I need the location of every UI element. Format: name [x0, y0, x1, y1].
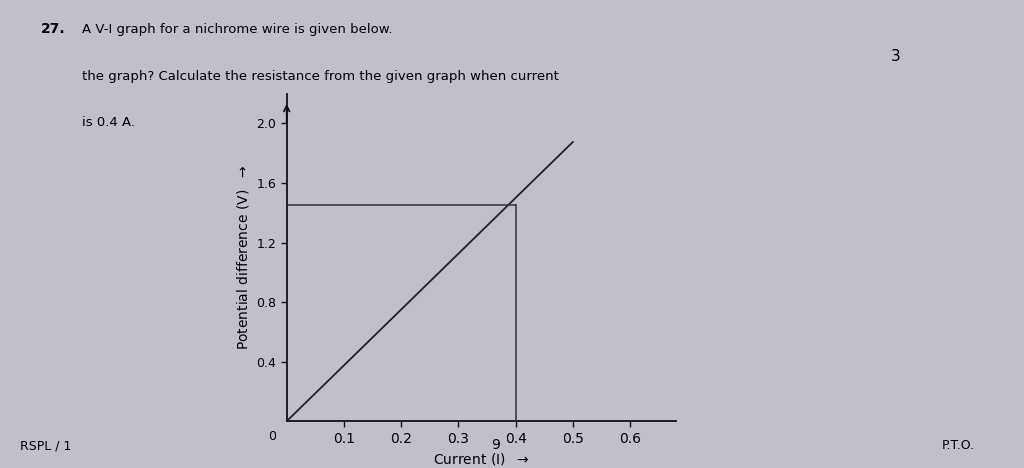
Text: 9: 9 [492, 438, 501, 452]
Text: P.T.O.: P.T.O. [942, 439, 975, 452]
Text: RSPL / 1: RSPL / 1 [20, 439, 72, 452]
Text: 0: 0 [268, 430, 276, 443]
Text: 3: 3 [891, 49, 901, 64]
X-axis label: Current (I)  $\rightarrow$: Current (I) $\rightarrow$ [433, 451, 529, 467]
Y-axis label: Potential difference (V)  $\rightarrow$: Potential difference (V) $\rightarrow$ [234, 165, 251, 350]
Text: 27.: 27. [41, 22, 66, 36]
Text: A V-I graph for a nichrome wire is given below.: A V-I graph for a nichrome wire is given… [82, 23, 392, 36]
Text: the graph? Calculate the resistance from the given graph when current: the graph? Calculate the resistance from… [82, 70, 559, 82]
Text: is 0.4 A.: is 0.4 A. [82, 117, 135, 129]
